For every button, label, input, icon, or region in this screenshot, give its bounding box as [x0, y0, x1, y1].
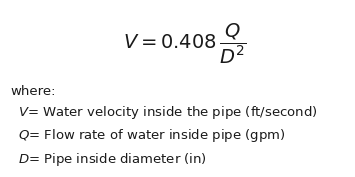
Text: $D$= Pipe inside diameter (in): $D$= Pipe inside diameter (in) — [18, 151, 207, 168]
Text: $V$= Water velocity inside the pipe (ft/second): $V$= Water velocity inside the pipe (ft/… — [18, 104, 317, 121]
Text: $V = 0.408\,\dfrac{Q}{D^2}$: $V = 0.408\,\dfrac{Q}{D^2}$ — [123, 21, 246, 66]
Text: $Q$= Flow rate of water inside pipe (gpm): $Q$= Flow rate of water inside pipe (gpm… — [18, 127, 285, 144]
Text: where:: where: — [11, 85, 56, 98]
